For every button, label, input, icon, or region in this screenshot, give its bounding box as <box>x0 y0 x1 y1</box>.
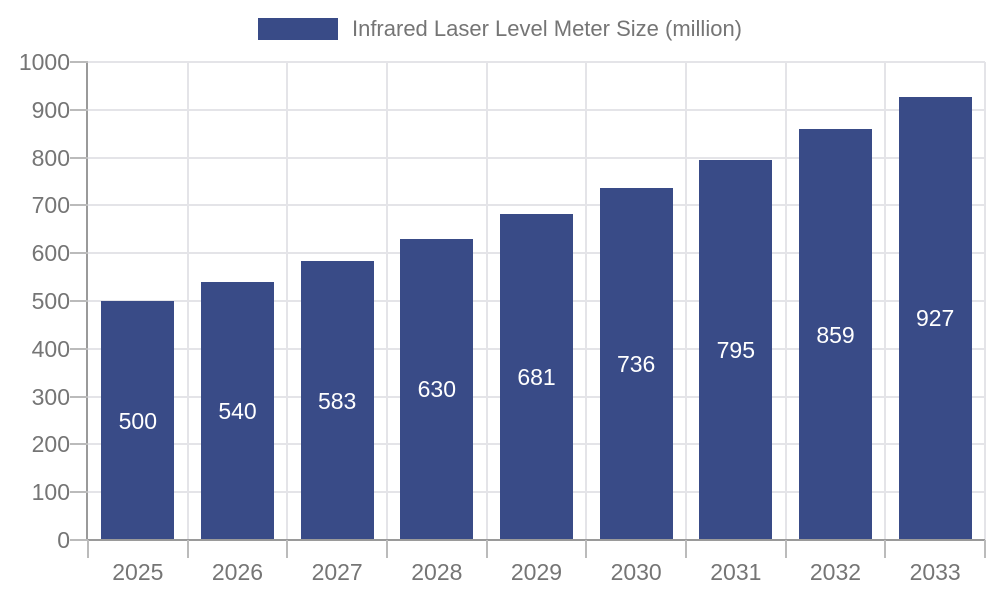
legend-swatch <box>257 18 338 40</box>
gridline-horizontal <box>88 108 985 111</box>
gridline-horizontal <box>88 156 985 159</box>
bar-value-label: 500 <box>118 407 158 434</box>
gridline-horizontal <box>88 61 985 63</box>
x-tick <box>984 540 986 558</box>
gridline-vertical <box>485 62 488 540</box>
y-axis-label: 1000 <box>18 49 70 75</box>
y-axis-label: 800 <box>31 144 70 171</box>
y-axis-label: 700 <box>31 192 70 219</box>
y-tick <box>70 443 88 446</box>
x-axis-line <box>88 539 985 541</box>
x-tick <box>784 540 787 558</box>
x-axis-label: 2030 <box>610 559 662 585</box>
x-tick <box>386 540 388 558</box>
gridline-vertical <box>784 62 787 540</box>
bar[interactable]: 540 <box>201 281 274 540</box>
bar[interactable]: 583 <box>300 261 374 540</box>
y-tick <box>70 61 88 63</box>
y-tick <box>70 300 88 302</box>
y-axis-label: 600 <box>31 240 70 267</box>
bar[interactable]: 927 <box>898 96 972 540</box>
bar-value-label: 540 <box>218 397 257 424</box>
x-tick <box>485 540 488 558</box>
gridline-vertical <box>386 62 388 540</box>
gridline-vertical <box>685 62 687 540</box>
y-axis-label: 200 <box>31 431 70 458</box>
x-axis-label: 2031 <box>710 559 762 585</box>
bar[interactable]: 681 <box>500 214 573 540</box>
x-tick <box>186 540 189 558</box>
x-axis-label: 2027 <box>311 559 363 585</box>
y-axis-label: 900 <box>31 96 70 123</box>
x-tick <box>884 540 887 558</box>
y-tick <box>70 347 88 350</box>
bar[interactable]: 859 <box>799 129 872 540</box>
bar-value-label: 630 <box>417 376 457 403</box>
bar[interactable]: 630 <box>400 238 474 540</box>
bar-value-label: 736 <box>616 351 656 378</box>
y-axis-label: 300 <box>31 383 70 410</box>
y-axis-label: 500 <box>31 288 70 314</box>
bar[interactable]: 736 <box>599 188 673 540</box>
gridline-vertical <box>585 62 588 540</box>
gridline-vertical <box>286 62 289 540</box>
x-tick <box>585 540 588 558</box>
y-tick <box>70 395 88 398</box>
x-axis-label: 2032 <box>809 559 862 585</box>
gridline-horizontal <box>88 204 985 207</box>
gridline-vertical <box>186 62 189 540</box>
y-axis-label: 0 <box>57 527 70 553</box>
x-tick <box>286 540 289 558</box>
legend-label: Infrared Laser Level Meter Size (million… <box>351 16 743 41</box>
bar[interactable]: 795 <box>699 159 773 540</box>
y-axis-label: 400 <box>31 335 70 362</box>
x-axis-label: 2033 <box>909 559 961 585</box>
x-axis-label: 2026 <box>211 559 264 585</box>
bar-value-label: 859 <box>816 321 855 348</box>
y-tick <box>70 108 88 111</box>
bar-value-label: 927 <box>915 305 955 332</box>
y-tick <box>70 204 88 207</box>
legend-item[interactable]: Infrared Laser Level Meter Size (million… <box>0 16 1000 42</box>
x-tick <box>685 540 687 558</box>
x-axis-label: 2025 <box>112 559 164 585</box>
y-tick <box>70 491 88 494</box>
bar-value-label: 681 <box>517 364 556 391</box>
y-axis-label: 100 <box>31 479 70 506</box>
x-tick <box>87 540 89 558</box>
x-axis-label: 2028 <box>411 559 463 585</box>
y-tick <box>70 156 88 159</box>
y-tick <box>70 252 88 255</box>
gridline-vertical <box>984 62 986 540</box>
x-axis-label: 2029 <box>510 559 563 585</box>
bar[interactable]: 500 <box>101 301 175 540</box>
bar-value-label: 583 <box>317 387 357 414</box>
y-tick <box>70 539 88 541</box>
bar-value-label: 795 <box>716 336 756 363</box>
gridline-vertical <box>884 62 887 540</box>
